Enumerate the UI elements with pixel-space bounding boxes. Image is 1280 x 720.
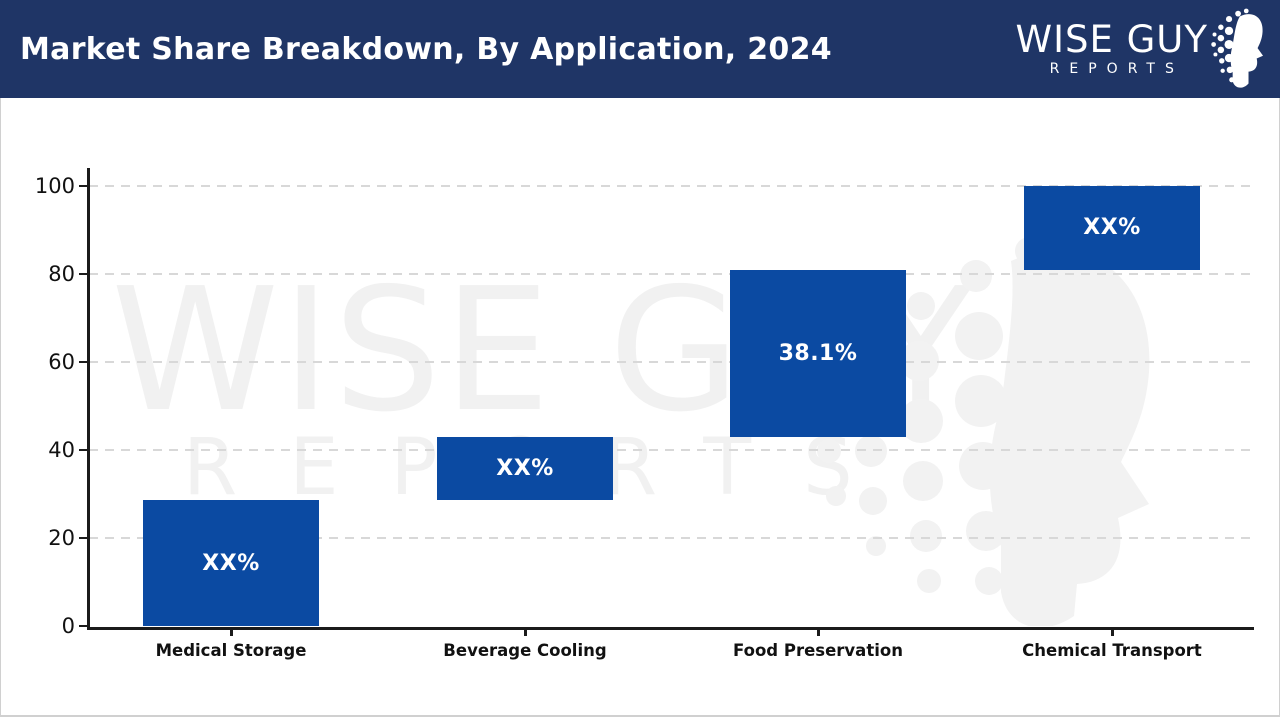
logo-wordmark: WISE GUY	[1015, 17, 1208, 61]
gridline	[89, 449, 1254, 451]
x-axis-category-label: Chemical Transport	[1022, 641, 1202, 660]
logo-text: WISE GUY REPORTS	[1015, 17, 1208, 78]
logo-subtext: REPORTS	[1049, 61, 1184, 78]
bar-value-label: XX%	[496, 456, 554, 482]
bar-chemical-transport: XX%	[1024, 186, 1200, 270]
y-axis-tick-label: 100	[34, 174, 75, 198]
watermark-head-icon	[817, 226, 1150, 626]
x-axis-category-label: Medical Storage	[155, 641, 307, 660]
x-axis-category-label: Beverage Cooling	[443, 641, 607, 660]
y-axis-tick-label: 40	[48, 438, 75, 462]
x-axis-tick	[229, 628, 233, 636]
chart-title: Market Share Breakdown, By Application, …	[20, 31, 832, 67]
y-axis-tick-label: 20	[48, 526, 75, 550]
wiseguy-head-icon	[1211, 8, 1264, 88]
bar-beverage-cooling: XX%	[437, 437, 613, 501]
bar-value-label: XX%	[202, 550, 260, 576]
y-axis-tick-label: 60	[48, 350, 75, 374]
x-axis-category-label: Food Preservation	[733, 641, 903, 660]
x-axis-spine	[87, 627, 1254, 630]
chart-area: WISE GUY REPORTS 020406080100XX%Medical …	[0, 98, 1280, 717]
y-axis-spine	[87, 168, 90, 630]
y-axis-tick	[79, 537, 87, 539]
bar-food-preservation: 38.1%	[730, 269, 906, 438]
y-axis-tick-label: 0	[61, 614, 75, 638]
bar-value-label: XX%	[1083, 215, 1141, 241]
y-axis-tick	[79, 449, 87, 451]
x-axis-tick	[1110, 628, 1114, 636]
x-axis-tick	[523, 628, 527, 636]
y-axis-tick	[79, 273, 87, 275]
bar-medical-storage: XX%	[143, 500, 319, 626]
y-axis-tick	[79, 361, 87, 363]
y-axis-tick-label: 80	[48, 262, 75, 286]
wiseguy-logo: WISE GUY REPORTS	[1016, 5, 1268, 93]
gridline	[89, 273, 1254, 275]
y-axis-tick	[79, 625, 87, 627]
header: Market Share Breakdown, By Application, …	[0, 0, 1280, 98]
y-axis-tick	[79, 185, 87, 187]
x-axis-tick	[816, 628, 820, 636]
bar-value-label: 38.1%	[778, 340, 858, 366]
gridline	[89, 185, 1254, 187]
gridline	[89, 361, 1254, 363]
gridline	[89, 537, 1254, 539]
